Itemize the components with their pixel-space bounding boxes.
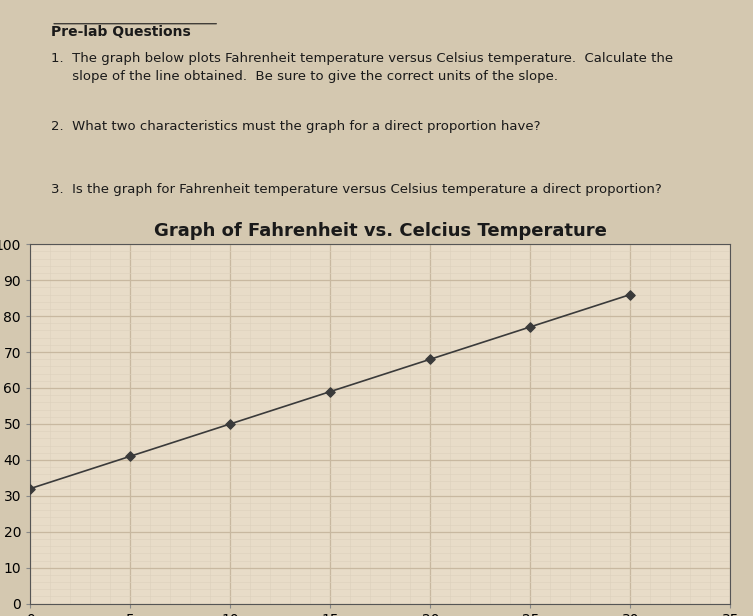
Point	[424, 354, 436, 364]
Point	[325, 387, 337, 397]
Text: 3.  Is the graph for Fahrenheit temperature versus Celsius temperature a direct : 3. Is the graph for Fahrenheit temperatu…	[51, 184, 662, 197]
Point	[224, 419, 236, 429]
Title: Graph of Fahrenheit vs. Celcius Temperature: Graph of Fahrenheit vs. Celcius Temperat…	[154, 222, 607, 240]
Point	[624, 290, 636, 299]
Point	[24, 484, 36, 493]
Text: 1.  The graph below plots Fahrenheit temperature versus Celsius temperature.  Ca: 1. The graph below plots Fahrenheit temp…	[51, 52, 673, 83]
Text: Pre-lab Questions: Pre-lab Questions	[51, 25, 191, 39]
Text: 2.  What two characteristics must the graph for a direct proportion have?: 2. What two characteristics must the gra…	[51, 120, 541, 133]
Point	[524, 322, 536, 332]
Point	[124, 452, 136, 461]
